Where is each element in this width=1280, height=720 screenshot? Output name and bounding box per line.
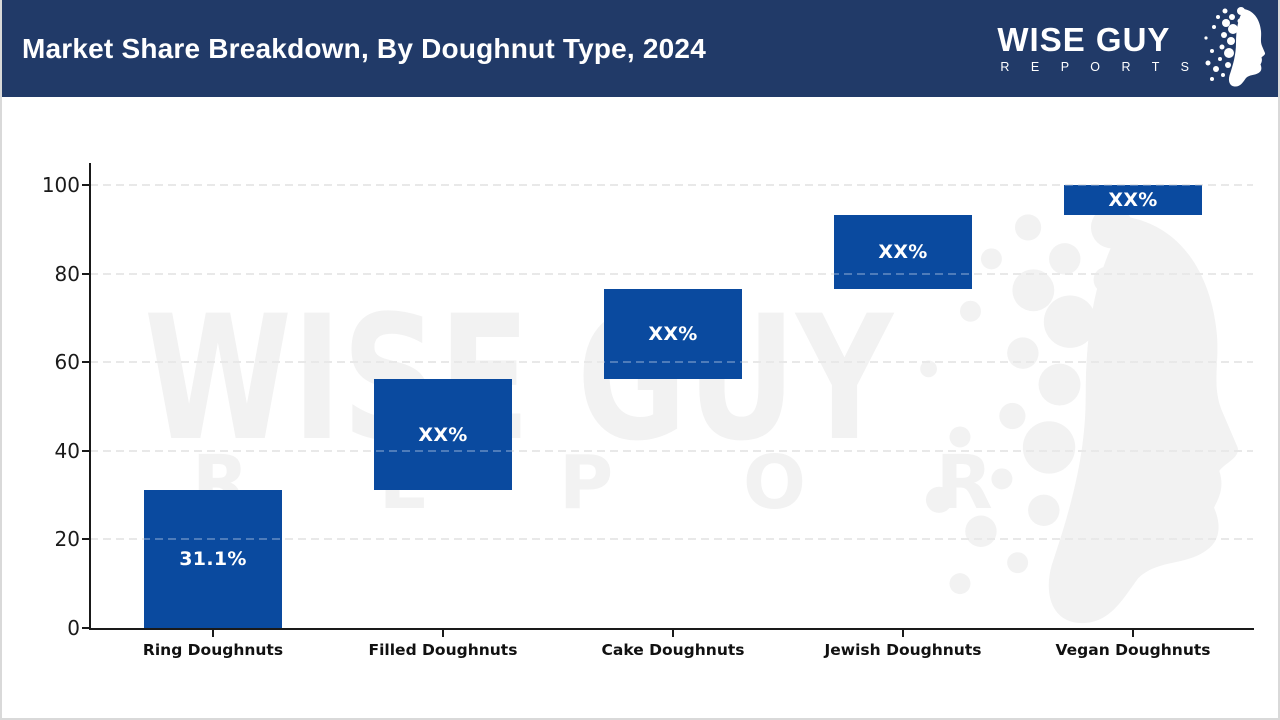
y-tick-label-60: 60 <box>54 350 80 374</box>
bar-jewish-doughnuts: XX% <box>834 215 972 289</box>
y-axis <box>89 163 91 630</box>
x-tick-ring-doughnuts <box>212 630 214 637</box>
y-tick-label-100: 100 <box>41 173 80 197</box>
bar-value-label: XX% <box>418 423 468 446</box>
gridline-20 <box>90 538 1253 540</box>
bar-ring-doughnuts: 31.1% <box>144 490 282 628</box>
x-tick-label-ring-doughnuts: Ring Doughnuts <box>142 641 284 659</box>
x-tick-jewish-doughnuts <box>902 630 904 637</box>
wise-guy-reports-logo: WISE GUY R E P O R T S <box>997 5 1266 93</box>
y-tick-label-80: 80 <box>54 262 80 286</box>
y-tick-label-40: 40 <box>54 439 80 463</box>
x-tick-vegan-doughnuts <box>1132 630 1134 637</box>
x-tick-label-jewish-doughnuts: Jewish Doughnuts <box>824 641 982 659</box>
y-tick-0 <box>82 627 90 629</box>
x-tick-label-cake-doughnuts: Cake Doughnuts <box>601 641 745 659</box>
gridline-overlay-40 <box>90 450 1253 452</box>
y-tick-label-0: 0 <box>67 616 80 640</box>
logo-wordmark: WISE GUY <box>997 20 1171 58</box>
y-tick-80 <box>82 273 90 275</box>
gridline-overlay-60 <box>90 361 1253 363</box>
y-tick-label-20: 20 <box>54 527 80 551</box>
bar-value-label: XX% <box>878 241 928 263</box>
gridline-100 <box>90 184 1253 186</box>
gridline-overlay-80 <box>90 273 1253 275</box>
x-tick-label-vegan-doughnuts: Vegan Doughnuts <box>1055 641 1211 659</box>
x-tick-label-filled-doughnuts: Filled Doughnuts <box>368 641 518 659</box>
y-tick-40 <box>82 450 90 452</box>
bar-value-label: XX% <box>648 323 698 345</box>
bar-cake-doughnuts: XX% <box>604 289 742 379</box>
y-tick-100 <box>82 184 90 186</box>
bar-vegan-doughnuts: XX% <box>1064 185 1202 215</box>
logo-subtitle: R E P O R T S <box>1000 59 1198 74</box>
watermark-wordmark: WISE GUY <box>144 278 894 479</box>
bar-value-label: XX% <box>1108 189 1158 211</box>
gridline-40 <box>90 450 1253 452</box>
bar-value-label: 31.1% <box>179 548 247 570</box>
dotted-head-icon <box>1200 5 1266 93</box>
x-tick-filled-doughnuts <box>442 630 444 637</box>
x-tick-cake-doughnuts <box>672 630 674 637</box>
header-bar: Market Share Breakdown, By Doughnut Type… <box>2 0 1278 97</box>
y-tick-20 <box>82 538 90 540</box>
x-axis <box>89 628 1254 630</box>
gridline-overlay-20 <box>90 538 1253 540</box>
chart-title: Market Share Breakdown, By Doughnut Type… <box>22 32 706 64</box>
gridline-80 <box>90 273 1253 275</box>
bar-filled-doughnuts: XX% <box>374 379 512 490</box>
y-tick-60 <box>82 361 90 363</box>
gridline-overlay-100 <box>90 184 1253 186</box>
logo-text: WISE GUY R E P O R T S <box>997 20 1198 75</box>
watermark-head-icon <box>870 196 1270 640</box>
